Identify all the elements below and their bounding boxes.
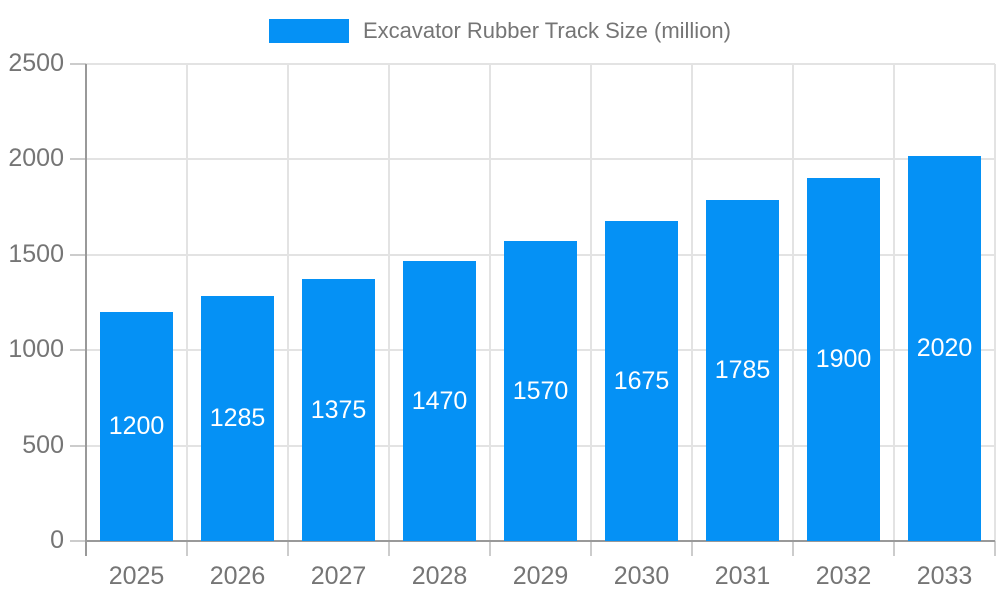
legend-swatch [268, 19, 349, 43]
bar-2033[interactable]: 2020 [908, 156, 981, 541]
x-axis-label: 2033 [916, 562, 973, 590]
x-axis-tick [186, 541, 188, 556]
x-axis-tick [489, 541, 491, 556]
x-gridline [792, 64, 794, 541]
bar-2031[interactable]: 1785 [706, 200, 779, 541]
bar-value-label: 1785 [714, 356, 771, 384]
bar-2026[interactable]: 1285 [201, 296, 274, 541]
bar-value-label: 2020 [916, 334, 973, 362]
y-axis-label: 2500 [8, 49, 64, 77]
bar-2029[interactable]: 1570 [504, 241, 577, 541]
y-gridline [86, 63, 995, 65]
y-axis-tick [70, 349, 86, 351]
bar-value-label: 1285 [209, 404, 266, 432]
legend[interactable]: Excavator Rubber Track Size (million) [0, 18, 1000, 44]
bar-value-label: 1470 [411, 386, 468, 415]
x-axis-tick [792, 541, 794, 556]
y-axis-line [85, 64, 87, 556]
y-gridline [86, 158, 995, 160]
x-axis-label: 2031 [714, 562, 771, 590]
y-axis-tick [70, 254, 86, 256]
bar-2032[interactable]: 1900 [807, 178, 880, 541]
bar-value-label: 1375 [310, 395, 367, 424]
y-axis-tick [70, 63, 86, 65]
bar-value-label: 1900 [815, 345, 872, 373]
bar-value-label: 1675 [613, 366, 670, 395]
bar-2027[interactable]: 1375 [302, 279, 375, 541]
x-gridline [590, 64, 592, 541]
x-axis-line [86, 540, 995, 542]
y-axis-label: 1500 [8, 240, 64, 268]
x-axis-label: 2025 [108, 562, 165, 590]
x-gridline [186, 64, 188, 541]
x-gridline [691, 64, 693, 541]
bar-value-label: 1200 [108, 412, 165, 440]
y-axis-label: 0 [50, 526, 64, 554]
bar-2030[interactable]: 1675 [605, 221, 678, 541]
x-axis-label: 2032 [815, 562, 872, 590]
x-axis-label: 2029 [512, 562, 569, 590]
x-gridline [994, 64, 996, 541]
x-gridline [287, 64, 289, 541]
x-axis-tick [994, 541, 996, 556]
y-axis-label: 1000 [8, 335, 64, 363]
legend-label: Excavator Rubber Track Size (million) [362, 18, 731, 43]
bar-2025[interactable]: 1200 [100, 312, 173, 541]
x-axis-tick [691, 541, 693, 556]
y-axis-label: 500 [22, 431, 64, 459]
x-axis-label: 2030 [613, 562, 670, 590]
x-gridline [489, 64, 491, 541]
x-gridline [388, 64, 390, 541]
y-axis-tick [70, 540, 86, 542]
x-axis-tick [893, 541, 895, 556]
x-axis-tick [388, 541, 390, 556]
y-axis-tick [70, 158, 86, 160]
x-gridline [893, 64, 895, 541]
x-axis-tick [590, 541, 592, 556]
bar-value-label: 1570 [512, 376, 569, 405]
bar-2028[interactable]: 1470 [403, 261, 476, 541]
y-axis-tick [70, 445, 86, 447]
x-axis-label: 2028 [411, 562, 468, 590]
x-axis-tick [287, 541, 289, 556]
x-axis-label: 2027 [310, 562, 367, 590]
y-axis-label: 2000 [8, 144, 64, 172]
x-axis-label: 2026 [209, 562, 266, 590]
